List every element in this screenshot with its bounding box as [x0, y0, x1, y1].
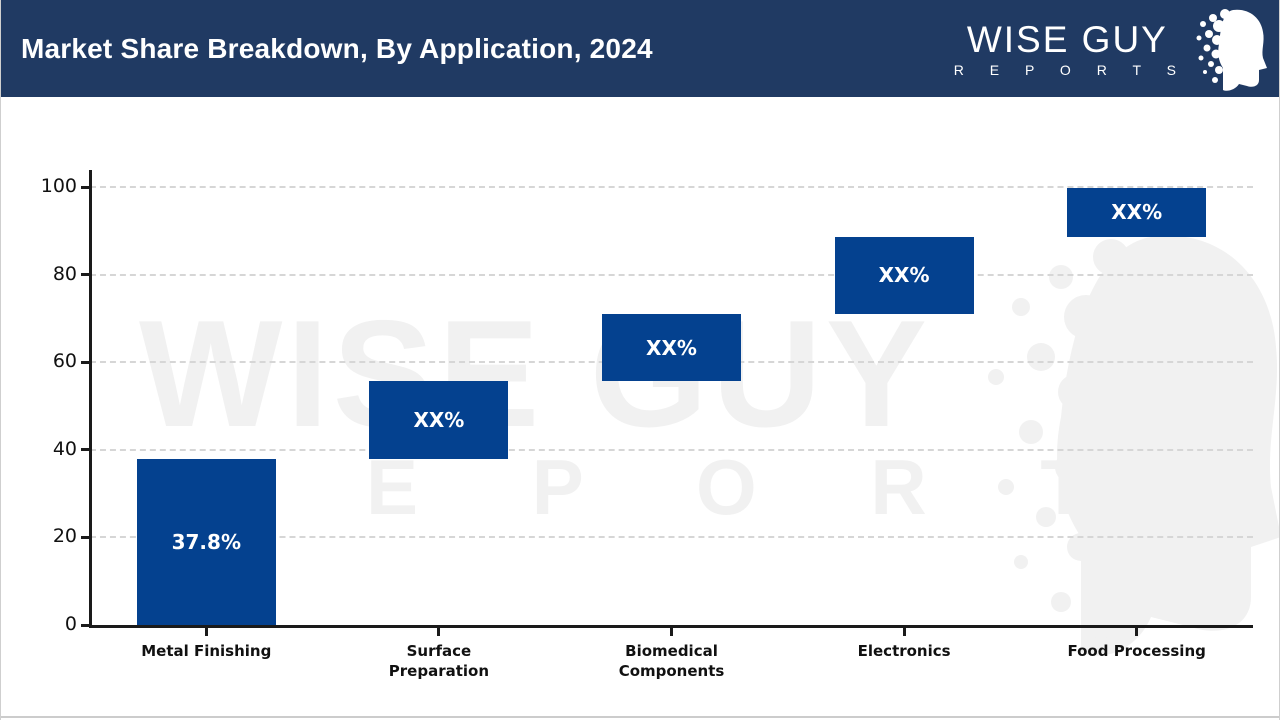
y-tick-label-80: 80	[52, 262, 77, 285]
bar-biomedical-components: XX%	[602, 314, 741, 382]
x-tick-mark-3	[902, 628, 906, 636]
bar-value-label: XX%	[1111, 200, 1163, 225]
bar-value-label: 37.8%	[171, 530, 241, 555]
logo-brand-name: WISE GUY	[966, 18, 1168, 60]
watermark-head-icon	[988, 235, 1279, 656]
y-tick-mark-100	[81, 185, 90, 189]
y-tick-mark-60	[81, 360, 90, 364]
category-label-3: Electronics	[857, 642, 951, 660]
bar-electronics: XX%	[834, 236, 974, 314]
category-label-2: Biomedical Components	[618, 642, 725, 681]
gridline-80	[90, 273, 1253, 276]
gridline-20	[90, 536, 1253, 539]
waterfall-chart: WISE GUY R E P O R T S 0 20 40 60 80 100 37.8%…	[1, 97, 1279, 720]
gridline-100	[90, 186, 1253, 188]
logo-text: WISE GUY R E P O R T S	[948, 21, 1187, 77]
y-tick-label-20: 20	[52, 525, 77, 548]
y-tick-mark-0	[81, 623, 90, 627]
x-tick-mark-4	[1135, 628, 1139, 636]
category-label-4: Food Processing	[1067, 642, 1206, 660]
x-axis-line	[89, 625, 1253, 628]
y-axis-line	[89, 170, 92, 628]
logo-head-icon	[1196, 8, 1267, 91]
y-tick-label-100: 100	[40, 175, 77, 197]
y-tick-mark-80	[81, 273, 90, 277]
gridline-40	[90, 448, 1253, 451]
x-tick-mark-1	[437, 628, 441, 636]
header-band: Market Share Breakdown, By Application, …	[1, 0, 1279, 97]
watermark-text-line1: WISE GUY	[139, 289, 932, 459]
bar-food-processing: XX%	[1067, 187, 1207, 237]
wise-guy-reports-logo: WISE GUY R E P O R T S	[948, 6, 1279, 92]
category-label-1: Surface Preparation	[388, 642, 490, 681]
x-tick-mark-2	[670, 628, 673, 636]
y-tick-label-60: 60	[52, 350, 77, 373]
y-tick-mark-20	[81, 535, 90, 539]
bar-value-label: XX%	[878, 263, 930, 288]
page-title: Market Share Breakdown, By Application, …	[21, 32, 653, 64]
bar-value-label: XX%	[646, 335, 697, 360]
y-tick-mark-40	[81, 448, 90, 452]
bar-value-label: XX%	[413, 408, 465, 433]
category-label-0: Metal Finishing	[141, 642, 272, 660]
logo-brand-subtitle: R E P O R T S	[953, 61, 1187, 78]
bar-surface-preparation: XX%	[369, 381, 509, 460]
bottom-border-line	[1, 716, 1279, 718]
y-tick-label-0: 0	[64, 613, 77, 635]
y-tick-label-40: 40	[52, 437, 77, 460]
x-tick-mark-0	[204, 628, 208, 636]
bar-metal-finishing: 37.8%	[136, 459, 276, 625]
